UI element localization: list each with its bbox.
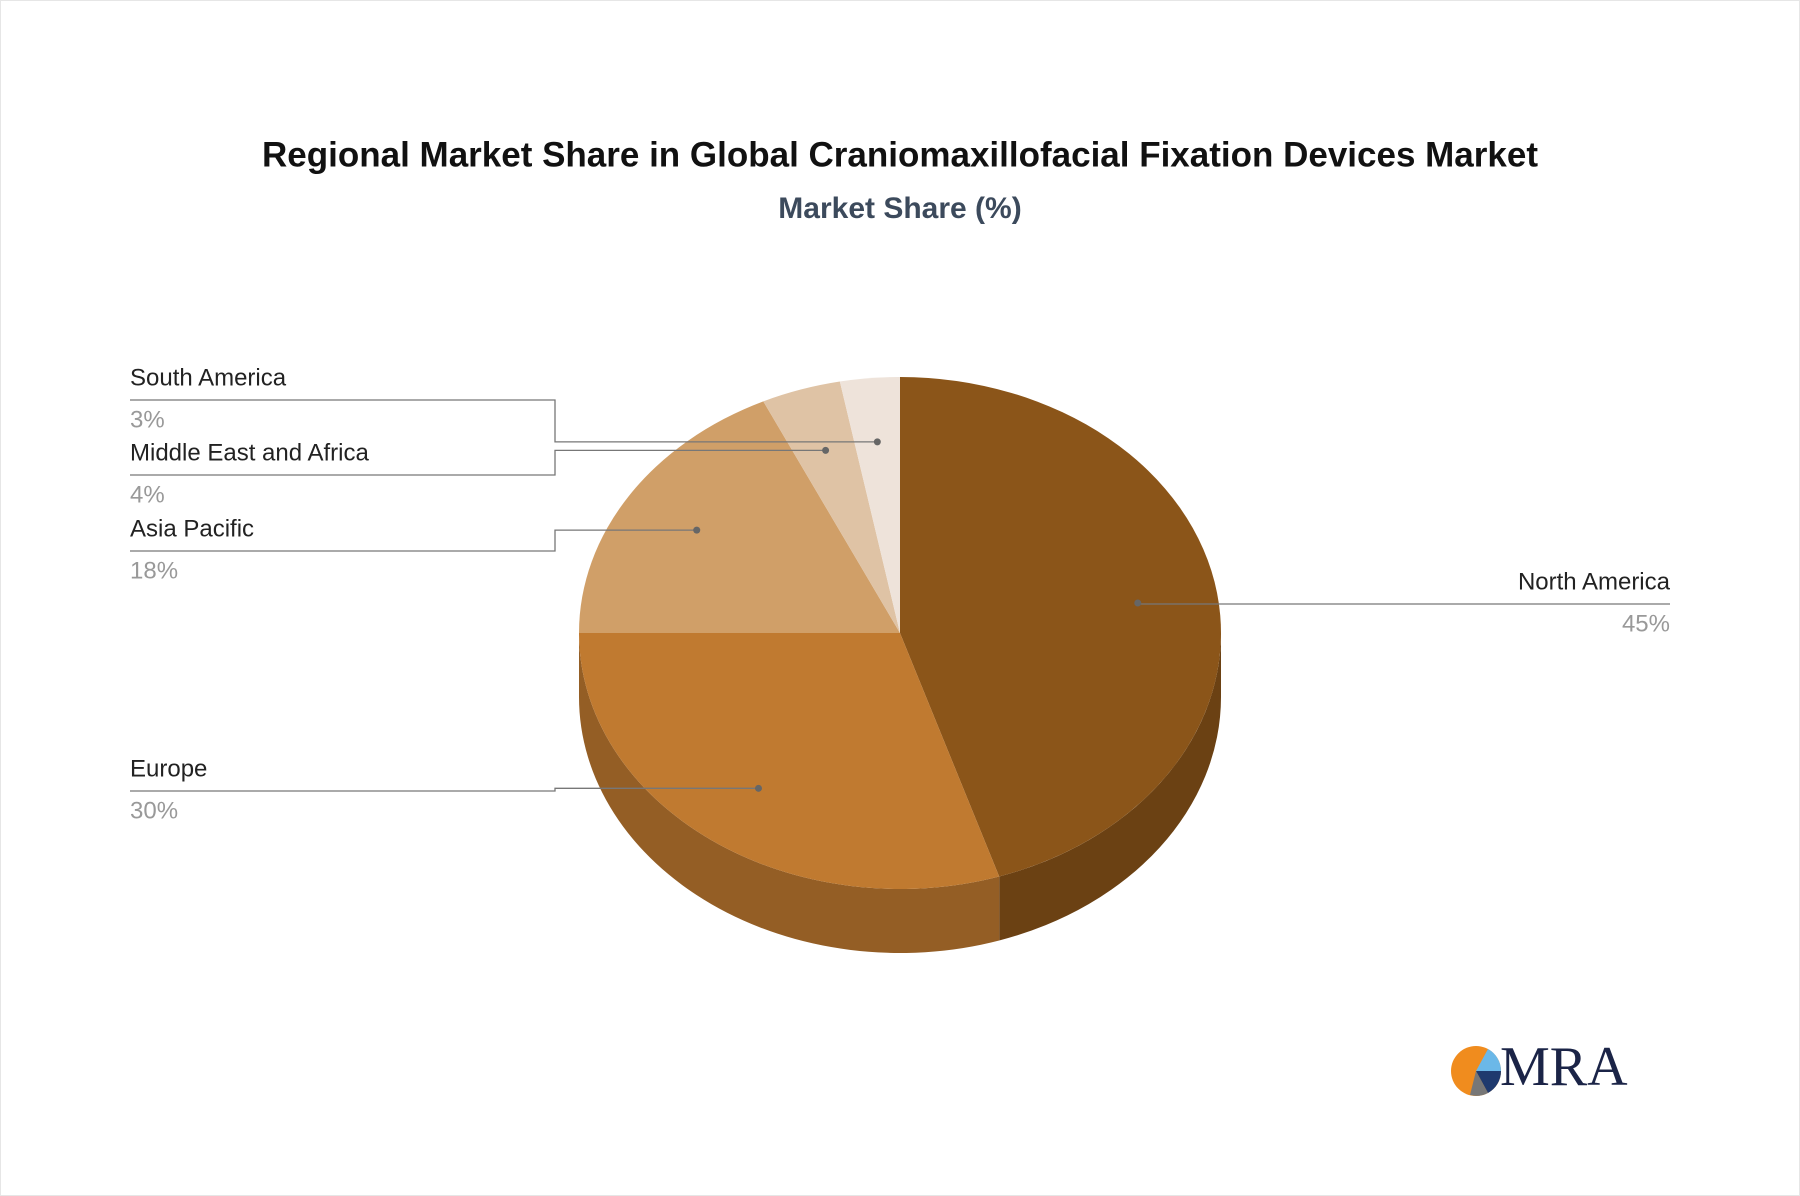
slice-label: Middle East and Africa (130, 439, 369, 466)
logo: MRA (1451, 1036, 1628, 1098)
chart-title: Regional Market Share in Global Cranioma… (262, 135, 1538, 174)
leader-dot (873, 438, 881, 446)
leader-line (130, 529, 697, 552)
pie-side (578, 633, 1000, 953)
leader-dot (1134, 599, 1142, 607)
pie-slice (763, 381, 900, 633)
logo-text: MRA (1500, 1036, 1628, 1098)
slice-label: North America (1518, 568, 1671, 595)
slice-value: 18% (130, 557, 178, 584)
logo-piece (1470, 1071, 1488, 1096)
leader-dot (693, 526, 701, 534)
leader-line (130, 449, 826, 476)
pie-side (999, 633, 1221, 941)
slice-label: Asia Pacific (130, 515, 254, 542)
chart-subtitle: Market Share (%) (778, 192, 1021, 225)
logo-piece (1476, 1071, 1501, 1093)
slice-value: 4% (130, 481, 165, 508)
slice-value: 3% (130, 406, 165, 433)
logo-piece (1476, 1049, 1502, 1071)
pie-slice (579, 401, 900, 633)
slice-label: Europe (130, 755, 207, 782)
leader-dot (754, 784, 762, 792)
pie-slice (578, 633, 1000, 889)
pie-slice (839, 377, 900, 633)
leader-line (130, 787, 759, 792)
pie-slice (900, 377, 1221, 877)
leader-dot (822, 446, 830, 454)
slice-value: 30% (130, 797, 178, 824)
leader-line (130, 399, 878, 443)
slice-label: South America (130, 364, 287, 391)
slice-value: 45% (1622, 610, 1670, 637)
